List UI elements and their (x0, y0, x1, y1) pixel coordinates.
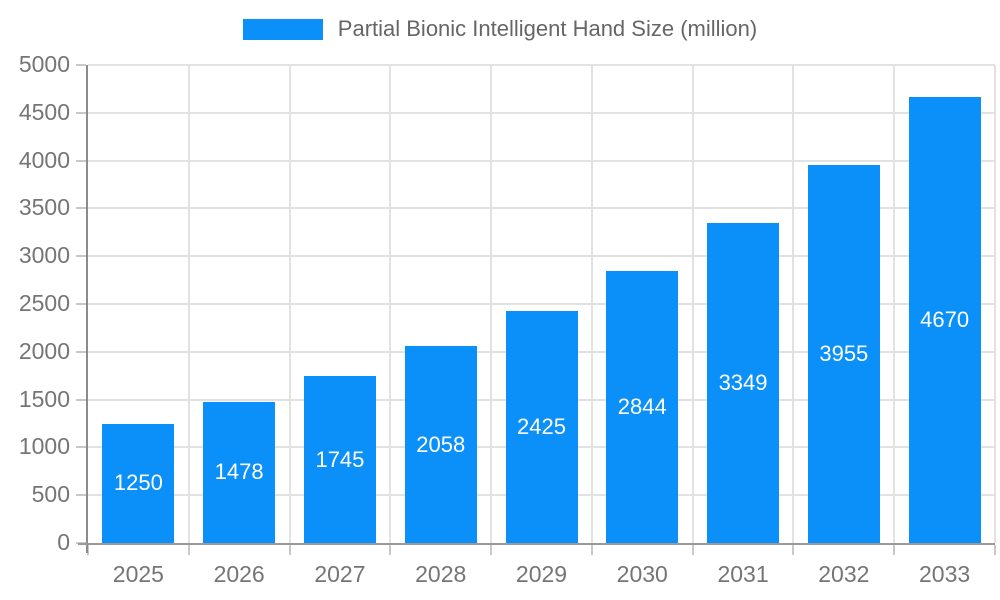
x-axis-tick (187, 545, 190, 555)
bar: 1478 (203, 401, 276, 543)
y-gridline (88, 207, 995, 210)
legend-color-swatch (242, 18, 323, 40)
x-gridline (288, 65, 291, 543)
y-tick-label: 1500 (18, 385, 70, 412)
x-axis-label: 2029 (515, 561, 568, 587)
y-gridline (88, 303, 995, 305)
bar-value-label: 3349 (718, 369, 768, 395)
y-axis-tick (76, 494, 86, 497)
x-axis-tick (691, 545, 694, 555)
y-tick-label: 2500 (18, 290, 70, 316)
y-axis-tick (76, 159, 86, 162)
y-axis-tick (76, 446, 86, 449)
x-axis-label: 2028 (415, 561, 467, 587)
y-gridline (88, 111, 995, 114)
x-axis-label: 2030 (616, 561, 668, 587)
y-axis-tick (76, 64, 86, 66)
y-axis-tick (76, 207, 86, 210)
x-gridline (590, 65, 593, 543)
y-tick-label: 4000 (18, 146, 70, 173)
y-tick-label: 5000 (18, 51, 70, 77)
y-gridline (88, 64, 995, 66)
y-axis-tick (76, 398, 86, 401)
bar: 2425 (505, 311, 578, 543)
bar: 1745 (303, 376, 376, 543)
bar-value-label: 4670 (920, 306, 970, 332)
bar: 3349 (707, 222, 780, 543)
x-axis-label: 2025 (112, 561, 164, 587)
bar-value-label: 1478 (214, 459, 264, 485)
x-axis-label: 2032 (818, 561, 870, 587)
y-tick-label: 3000 (18, 242, 70, 269)
x-axis-label: 2026 (213, 561, 265, 587)
x-gridline (187, 65, 190, 543)
x-gridline (490, 65, 493, 543)
bar: 1250 (102, 423, 175, 543)
y-axis-tick (76, 111, 86, 114)
y-axis-tick (76, 303, 86, 305)
y-tick-label: 0 (57, 529, 70, 555)
plot-area: 0 500 1000 1500 2000 2500 3000 3500 4000 4500 5000… (19, 51, 996, 587)
x-axis-tick (994, 545, 996, 555)
y-tick-label: 1000 (18, 433, 70, 460)
y-tick-label: 4500 (18, 98, 70, 125)
bar-value-label: 3955 (819, 340, 869, 366)
bar-value-label: 2425 (517, 414, 566, 440)
x-axis-tick (792, 545, 795, 555)
x-axis-tick (389, 545, 392, 555)
bar: 3955 (807, 164, 880, 543)
bar-value-label: 1745 (315, 446, 365, 472)
x-axis-tick (87, 545, 89, 555)
bar: 2058 (404, 346, 477, 543)
y-axis-line (86, 65, 88, 553)
x-axis-tick (490, 545, 493, 555)
y-tick-label: 2000 (18, 337, 70, 364)
y-axis-tick (76, 255, 86, 258)
x-axis-label: 2033 (919, 561, 971, 587)
x-axis-tick (288, 545, 291, 555)
x-gridline (792, 65, 795, 543)
y-gridline (88, 159, 995, 162)
x-gridline (389, 65, 392, 543)
bar: 4670 (908, 96, 981, 543)
legend-item[interactable]: Partial Bionic Intelligent Hand Size (mi… (0, 16, 1000, 42)
x-axis-line (78, 543, 995, 545)
bar-value-label: 2844 (617, 394, 667, 420)
y-tick-label: 3500 (18, 194, 70, 221)
x-gridline (691, 65, 694, 543)
bar: 2844 (606, 271, 679, 543)
x-axis-tick (893, 545, 896, 555)
x-axis-tick (590, 545, 593, 555)
legend-label: Partial Bionic Intelligent Hand Size (mi… (337, 16, 758, 41)
y-tick-label: 500 (31, 481, 70, 508)
y-axis-tick (76, 350, 86, 353)
bar-value-label: 2058 (416, 431, 466, 457)
x-gridline (994, 65, 996, 543)
x-gridline (893, 65, 896, 543)
bar-value-label: 1250 (113, 470, 163, 496)
x-axis-label: 2027 (314, 561, 366, 587)
y-gridline (88, 255, 995, 258)
x-axis-label: 2031 (717, 561, 769, 587)
